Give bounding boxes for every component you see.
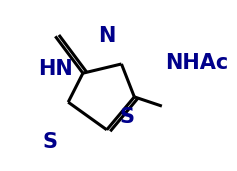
Text: HN: HN bbox=[38, 59, 73, 79]
Text: NHAc: NHAc bbox=[165, 53, 229, 73]
Text: N: N bbox=[98, 26, 115, 46]
Text: S: S bbox=[119, 107, 134, 127]
Text: S: S bbox=[42, 132, 57, 152]
